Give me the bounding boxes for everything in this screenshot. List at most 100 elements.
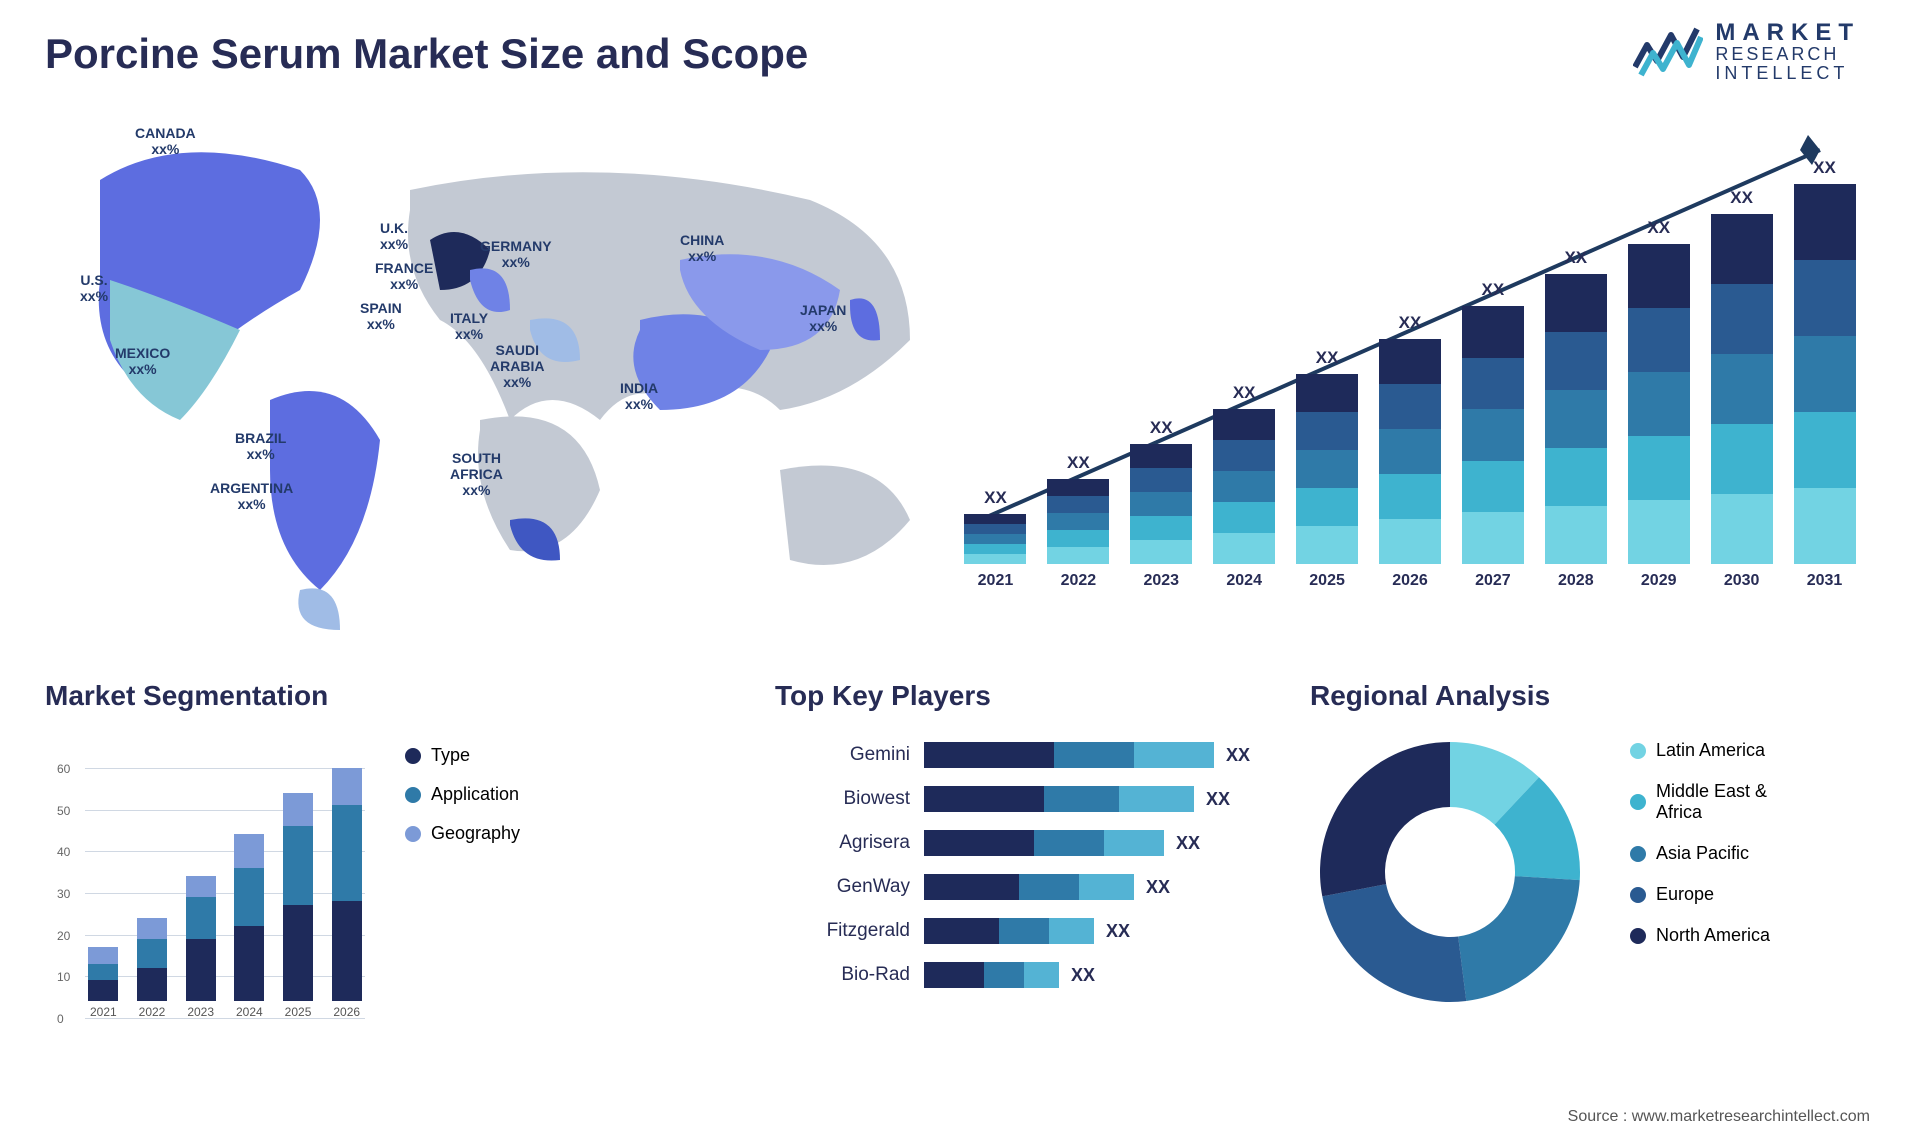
- key-player-name: Gemini: [775, 744, 910, 766]
- main-bar-column: XX2026: [1375, 313, 1446, 590]
- seg-bar-segment: [186, 939, 216, 1002]
- bar-value-label: XX: [1150, 418, 1173, 438]
- bar-segment: [964, 554, 1026, 564]
- bar-segment: [1794, 488, 1856, 564]
- key-player-bar-segment: [924, 874, 1019, 900]
- year-label: 2024: [1226, 572, 1262, 590]
- bar-segment: [1379, 474, 1441, 519]
- legend-swatch: [1630, 743, 1646, 759]
- legend-swatch: [1630, 794, 1646, 810]
- map-label: FRANCExx%: [375, 260, 433, 292]
- bar-segment: [1794, 412, 1856, 488]
- map-label: CHINAxx%: [680, 232, 724, 264]
- bar-segment: [1545, 274, 1607, 332]
- seg-bar-segment: [88, 980, 118, 1001]
- year-label: 2027: [1475, 572, 1511, 590]
- key-player-bar: [924, 830, 1164, 856]
- bar-segment: [1711, 284, 1773, 354]
- key-player-name: Bio-Rad: [775, 964, 910, 986]
- bar-segment: [1628, 372, 1690, 436]
- segmentation-title: Market Segmentation: [45, 680, 525, 712]
- key-player-bar-segment: [1019, 874, 1079, 900]
- key-player-bar-segment: [924, 830, 1034, 856]
- map-label: ARGENTINAxx%: [210, 480, 293, 512]
- seg-bar-segment: [283, 826, 313, 905]
- key-player-value: XX: [1226, 745, 1250, 766]
- logo-line3: INTELLECT: [1715, 64, 1860, 83]
- legend-swatch: [1630, 928, 1646, 944]
- year-label: 2023: [1143, 572, 1179, 590]
- key-player-name: Biowest: [775, 788, 910, 810]
- map-label: BRAZILxx%: [235, 430, 286, 462]
- stacked-bar: [1545, 274, 1607, 564]
- key-player-bar-segment: [1024, 962, 1059, 988]
- key-player-row: Gemini XX: [775, 742, 1275, 768]
- segmentation-panel: Market Segmentation 0102030405060 202120…: [45, 680, 525, 1047]
- seg-bar-segment: [186, 897, 216, 939]
- map-label: JAPANxx%: [800, 302, 846, 334]
- legend-swatch: [1630, 887, 1646, 903]
- bar-segment: [1296, 374, 1358, 412]
- stacked-bar: [1628, 244, 1690, 564]
- bar-segment: [1296, 412, 1358, 450]
- main-bar-column: XX2021: [960, 488, 1031, 590]
- bar-segment: [1296, 526, 1358, 564]
- key-players-title: Top Key Players: [775, 680, 1275, 712]
- key-player-row: BiowestXX: [775, 786, 1275, 812]
- seg-bar-segment: [332, 901, 362, 1001]
- key-player-row: AgriseraXX: [775, 830, 1275, 856]
- map-label: U.K.xx%: [380, 220, 408, 252]
- seg-bar-column: 2021: [85, 947, 122, 1019]
- seg-bar-segment: [88, 947, 118, 964]
- seg-bar-segment: [234, 834, 264, 867]
- legend-swatch: [1630, 846, 1646, 862]
- bar-segment: [1545, 390, 1607, 448]
- key-player-bar-segment: [1049, 918, 1094, 944]
- seg-bar-segment: [137, 918, 167, 939]
- bar-segment: [1296, 450, 1358, 488]
- key-player-bar-segment: [1044, 786, 1119, 812]
- bar-segment: [1130, 516, 1192, 540]
- legend-item: Type: [405, 745, 520, 766]
- key-player-value: XX: [1071, 965, 1095, 986]
- bar-segment: [1213, 440, 1275, 471]
- legend-label: Middle East &Africa: [1656, 781, 1767, 823]
- stacked-bar: [1296, 374, 1358, 564]
- legend-item: Latin America: [1630, 740, 1770, 761]
- key-player-bar-segment: [924, 962, 984, 988]
- map-label: INDIAxx%: [620, 380, 658, 412]
- legend-swatch: [405, 826, 421, 842]
- bar-segment: [1130, 540, 1192, 564]
- key-players-panel: Top Key Players GeminiXXBiowestXXAgriser…: [775, 680, 1275, 988]
- key-player-name: Fitzgerald: [775, 920, 910, 942]
- regional-legend: Latin AmericaMiddle East &AfricaAsia Pac…: [1630, 740, 1770, 966]
- seg-year-label: 2025: [285, 1005, 312, 1019]
- bar-segment: [1047, 479, 1109, 496]
- seg-bar-segment: [137, 968, 167, 1001]
- bar-segment: [1711, 354, 1773, 424]
- key-player-bar: [924, 786, 1194, 812]
- seg-bar-segment: [332, 768, 362, 806]
- bar-value-label: XX: [1399, 313, 1422, 333]
- stacked-bar: [1462, 306, 1524, 564]
- map-label: MEXICOxx%: [115, 345, 170, 377]
- axis-tick-label: 0: [57, 1012, 64, 1026]
- legend-swatch: [405, 748, 421, 764]
- seg-stacked-bar: [88, 947, 118, 1001]
- bar-segment: [1462, 512, 1524, 564]
- seg-bar-column: 2024: [231, 834, 268, 1019]
- bar-segment: [1628, 436, 1690, 500]
- bar-segment: [1545, 448, 1607, 506]
- legend-item: North America: [1630, 925, 1770, 946]
- year-label: 2030: [1724, 572, 1760, 590]
- seg-year-label: 2026: [333, 1005, 360, 1019]
- seg-bar-segment: [137, 939, 167, 968]
- bar-segment: [1462, 409, 1524, 461]
- seg-stacked-bar: [186, 876, 216, 1001]
- legend-label: Type: [431, 745, 470, 766]
- year-label: 2031: [1807, 572, 1843, 590]
- bar-value-label: XX: [1233, 383, 1256, 403]
- legend-label: Latin America: [1656, 740, 1765, 761]
- stacked-bar: [1047, 479, 1109, 564]
- map-label: U.S.xx%: [80, 272, 108, 304]
